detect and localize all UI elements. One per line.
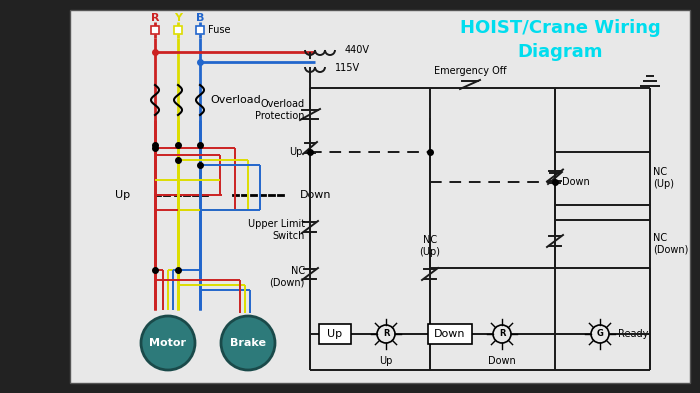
Text: R: R (150, 13, 160, 23)
Text: Up: Up (328, 329, 342, 339)
Circle shape (141, 316, 195, 370)
Text: Emergency Off: Emergency Off (434, 66, 506, 76)
Text: 440V: 440V (345, 45, 370, 55)
Text: Overload: Overload (210, 95, 260, 105)
Text: NC
(Down): NC (Down) (653, 233, 688, 255)
Text: HOIST/Crane Wiring: HOIST/Crane Wiring (460, 19, 660, 37)
Text: Up: Up (115, 190, 130, 200)
Text: Brake: Brake (230, 338, 266, 348)
Bar (196, 26, 204, 34)
Text: Down: Down (562, 177, 589, 187)
Text: G: G (596, 329, 603, 338)
Text: Down: Down (300, 190, 332, 200)
Text: B: B (196, 13, 204, 23)
Text: R: R (383, 329, 389, 338)
Text: Overload
Protection: Overload Protection (256, 99, 305, 121)
Text: Upper Limit
Switch: Upper Limit Switch (248, 219, 305, 241)
Text: R: R (498, 329, 505, 338)
Text: Motor: Motor (150, 338, 186, 348)
Text: Down: Down (434, 329, 466, 339)
Text: NC
(Down): NC (Down) (270, 266, 305, 288)
Bar (174, 26, 182, 34)
Bar (151, 26, 159, 34)
Text: Up: Up (379, 356, 393, 366)
Bar (428, 324, 472, 344)
Text: Fuse: Fuse (208, 25, 230, 35)
Text: Down: Down (488, 356, 516, 366)
FancyBboxPatch shape (70, 10, 690, 383)
Circle shape (221, 316, 275, 370)
Text: NC
(Up): NC (Up) (419, 235, 440, 257)
Text: NC
(Up): NC (Up) (653, 167, 674, 189)
Text: Y: Y (174, 13, 182, 23)
Text: Diagram: Diagram (517, 43, 603, 61)
Text: 115V: 115V (335, 63, 360, 73)
Text: Ready: Ready (618, 329, 648, 339)
Bar (319, 324, 351, 344)
Text: Up: Up (290, 147, 303, 157)
